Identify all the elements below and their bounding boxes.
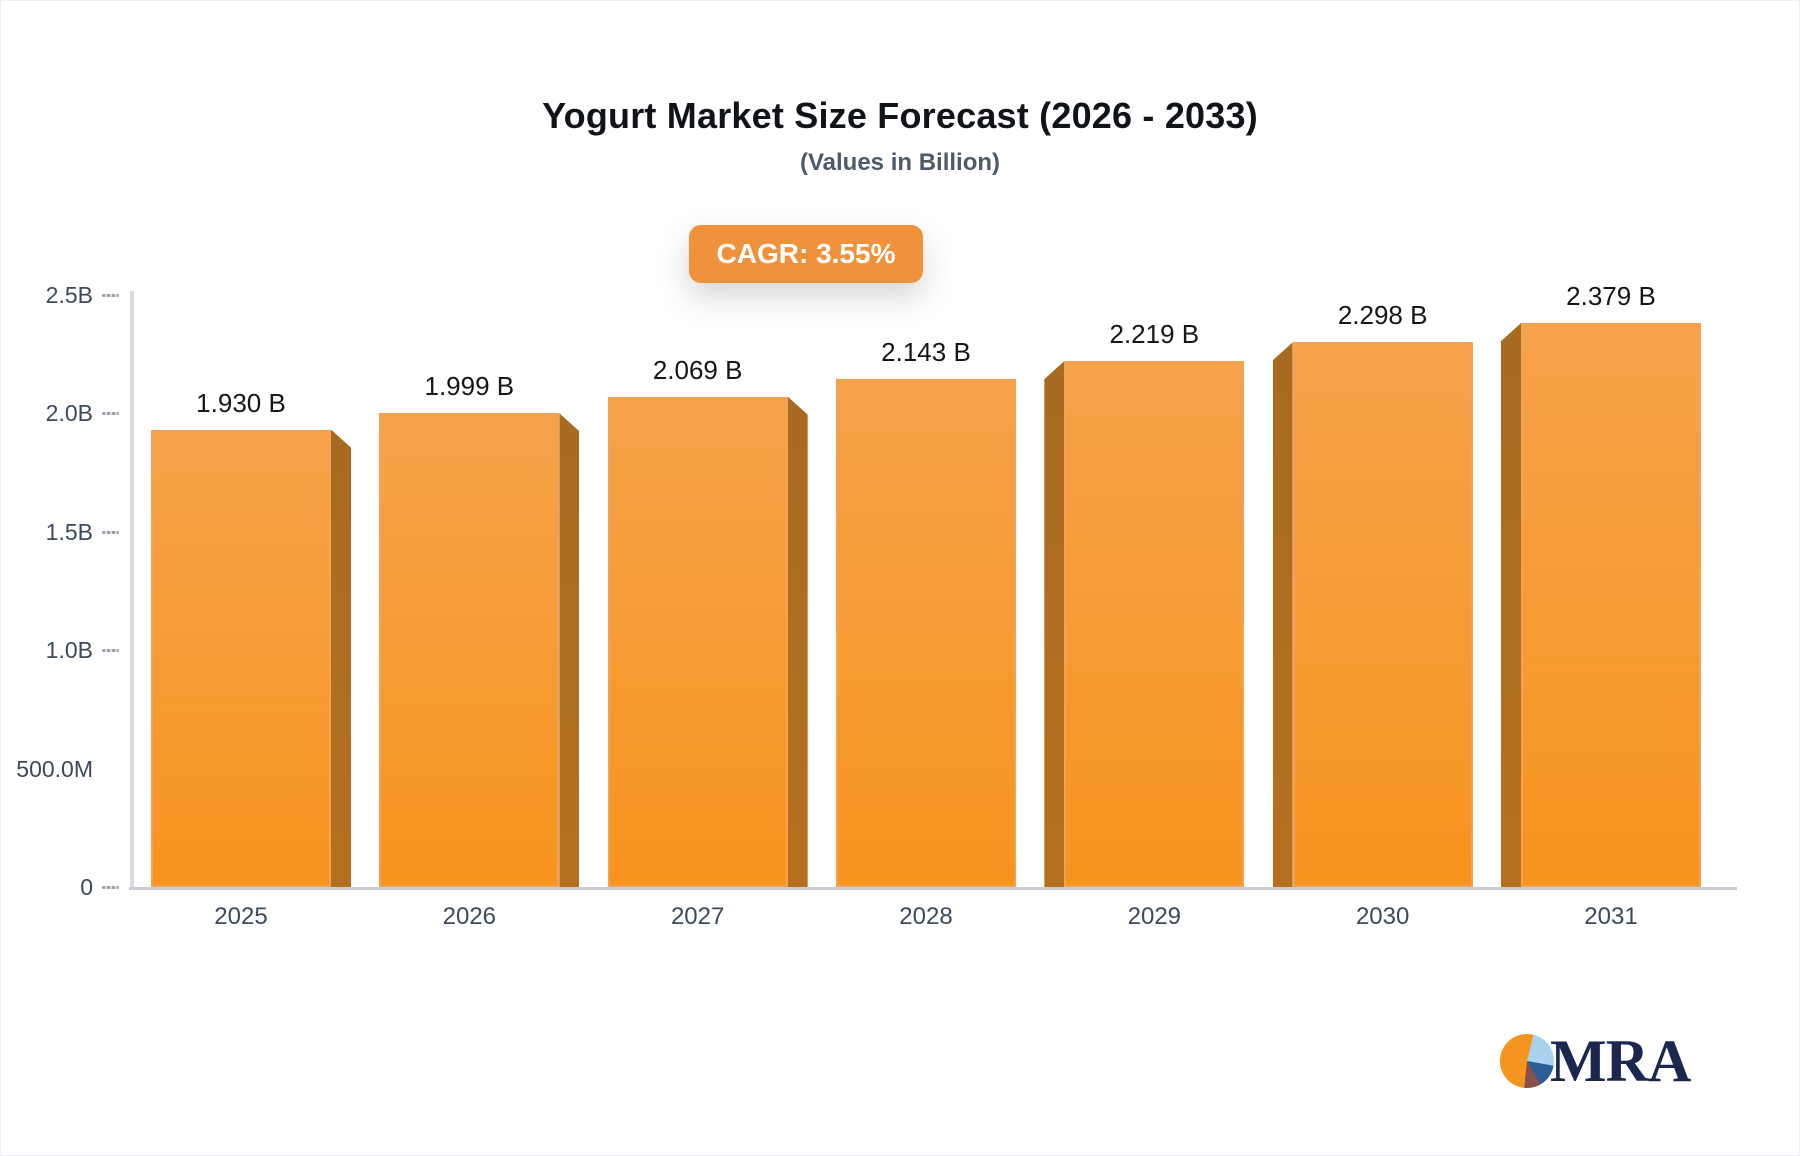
bar xyxy=(1520,323,1701,887)
x-tick-label: 2029 xyxy=(1127,903,1182,930)
bar xyxy=(1064,361,1245,887)
y-tick-mark xyxy=(102,293,119,297)
brand-logo-text: MRA xyxy=(1550,1028,1691,1094)
bar-3d-side xyxy=(331,429,351,887)
bar-3d-side xyxy=(559,413,580,887)
y-tick-label: 1.0B xyxy=(45,637,93,663)
x-tick-label: 2028 xyxy=(899,903,953,930)
x-axis-line xyxy=(129,887,1737,890)
y-tick-mark xyxy=(102,649,119,652)
brand-logo: MRA xyxy=(1500,1028,1691,1094)
x-tick-label: 2027 xyxy=(670,903,725,930)
bar xyxy=(835,379,1016,887)
bar-3d-side xyxy=(1044,361,1065,887)
y-tick-mark xyxy=(102,530,119,534)
bar xyxy=(1292,342,1473,887)
y-tick-label: 500.0M xyxy=(16,755,93,782)
y-tick-label: 1.5B xyxy=(45,518,93,545)
cagr-badge: CAGR: 3.55% xyxy=(689,225,923,283)
y-tick-label: 0 xyxy=(80,874,93,900)
x-tick-label: 2025 xyxy=(214,903,268,930)
bar-value-label: 2.219 B xyxy=(1109,319,1200,350)
bar-3d-side xyxy=(1272,342,1293,887)
x-tick-label: 2031 xyxy=(1584,903,1638,930)
bar-3d-side xyxy=(787,396,808,887)
bar xyxy=(379,413,560,887)
y-tick-mark xyxy=(102,412,119,415)
pie-chart-logo-icon xyxy=(1500,1034,1554,1088)
y-axis-line xyxy=(130,291,134,887)
chart-subtitle: (Values in Billion) xyxy=(799,149,1001,176)
x-tick-label: 2026 xyxy=(442,903,497,930)
x-tick-label: 2030 xyxy=(1355,903,1410,930)
bar-value-label: 2.298 B xyxy=(1337,300,1428,331)
y-tick-label: 2.5B xyxy=(45,281,93,308)
bar-value-label: 2.143 B xyxy=(881,337,971,368)
bar-value-label: 2.379 B xyxy=(1566,281,1656,312)
bar-value-label: 2.069 B xyxy=(652,354,743,385)
y-tick-mark xyxy=(102,886,119,889)
bar-value-label: 1.930 B xyxy=(196,387,286,418)
chart-title: Yogurt Market Size Forecast (2026 - 2033… xyxy=(542,95,1258,136)
bar-3d-side xyxy=(1500,323,1521,887)
bar xyxy=(151,429,331,887)
bar xyxy=(607,396,788,887)
bar-value-label: 1.999 B xyxy=(424,371,515,402)
y-tick-label: 2.0B xyxy=(45,400,93,426)
cagr-badge-label: CAGR: 3.55% xyxy=(716,238,896,269)
